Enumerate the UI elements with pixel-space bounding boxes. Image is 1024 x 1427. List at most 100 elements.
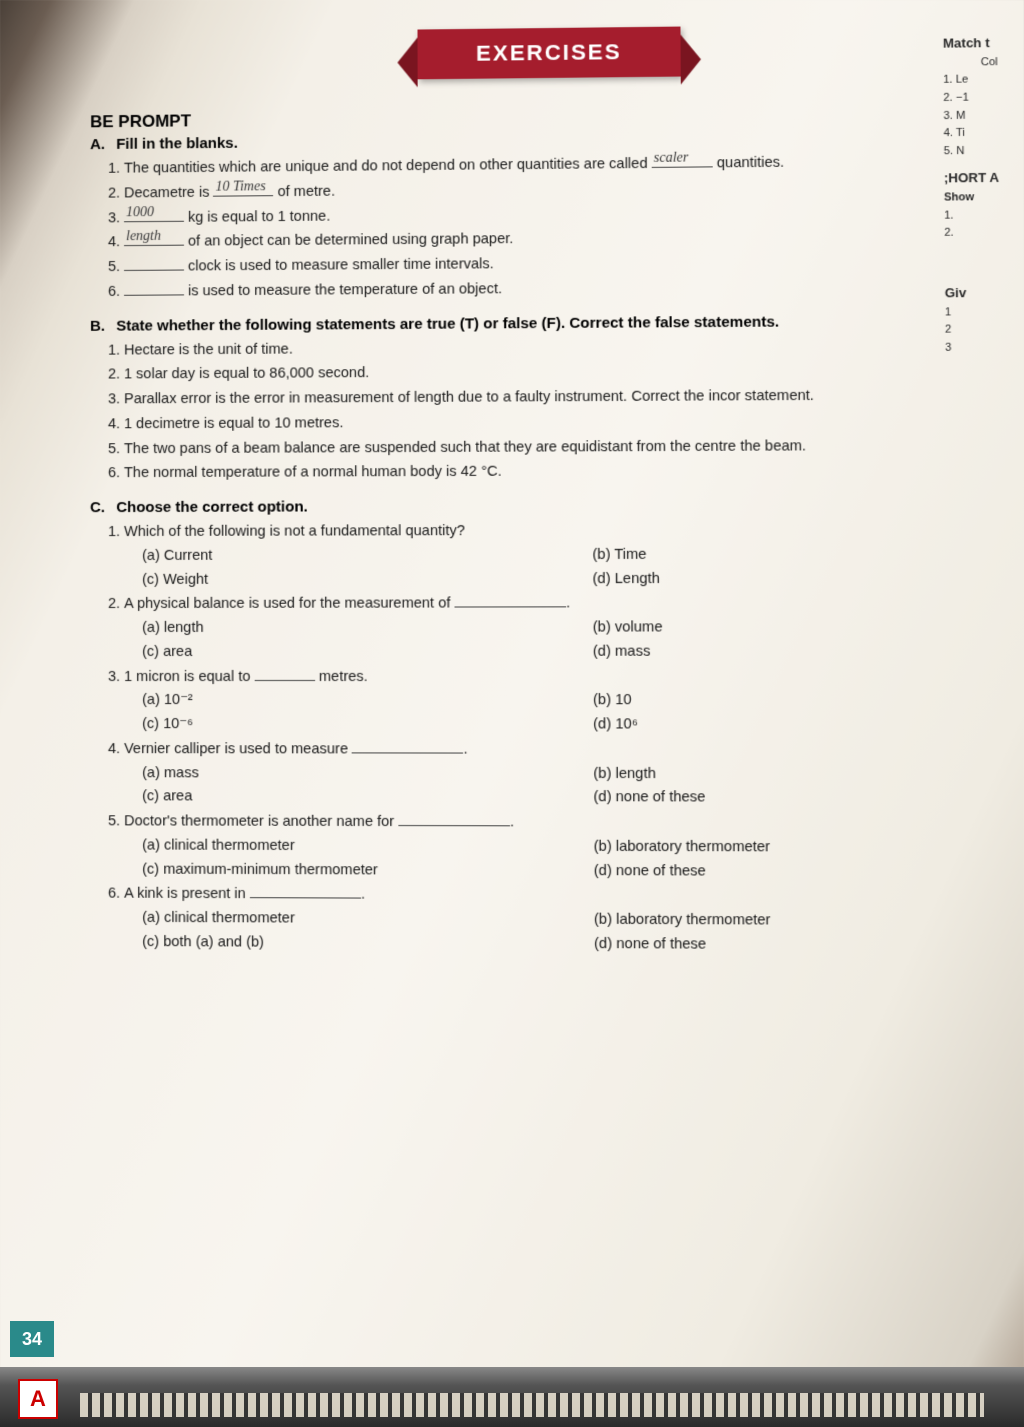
- mcq-item: 6. A kink is present in . (a) clinical t…: [124, 884, 1022, 958]
- option-b: (b) 10: [593, 690, 1020, 712]
- item-text: quantities.: [713, 155, 785, 172]
- question-stem: Which of the following is not a fundamen…: [124, 523, 465, 540]
- mcq-item: 4. Vernier calliper is used to measure .…: [124, 739, 1021, 810]
- item-text: Hectare is the unit of time.: [124, 341, 293, 358]
- item-number: 2.: [98, 594, 120, 616]
- options-grid: (a) length (b) volume (c) area (d) mass: [142, 617, 1020, 664]
- tf-item: 1.Hectare is the unit of time.: [124, 335, 1017, 362]
- option-d: (d) none of these: [594, 860, 1022, 884]
- page-number-badge: 34: [10, 1321, 54, 1357]
- item-text: The two pans of a beam balance are suspe…: [124, 438, 806, 457]
- blank-field: scaler: [652, 153, 713, 168]
- blank-field: [250, 884, 361, 899]
- question-stem: .: [566, 596, 570, 612]
- item-number: 1.: [98, 522, 120, 544]
- question-stem: Doctor's thermometer is another name for: [124, 813, 398, 830]
- option-d: (d) 10⁶: [593, 714, 1020, 736]
- fill-blank-item: 4. length of an object can be determined…: [124, 225, 1016, 254]
- peek-row: 3. M: [943, 107, 1024, 126]
- item-number: 5.: [98, 257, 120, 279]
- peek-row: 1. Le: [943, 71, 1024, 90]
- question-stem: .: [361, 887, 365, 903]
- peek-row: 4. Ti: [944, 124, 1024, 143]
- options-grid: (a) Current (b) Time (c) Weight (d) Leng…: [142, 544, 1019, 592]
- mcq-item: 5. Doctor's thermometer is another name …: [124, 811, 1021, 884]
- blank-field: [398, 812, 510, 826]
- book-edge-pattern: [80, 1393, 984, 1417]
- option-a: (a) mass: [142, 763, 563, 786]
- item-number: 6.: [98, 884, 120, 906]
- peek-col: Col: [943, 53, 1024, 72]
- option-c: (c) area: [142, 641, 562, 663]
- section-b-title: State whether the following statements a…: [116, 313, 779, 334]
- item-number: 3.: [98, 208, 120, 230]
- item-text: 1 decimetre is equal to 10 metres.: [124, 415, 343, 432]
- option-a: (a) clinical thermometer: [142, 835, 563, 858]
- blank-field: 1000: [124, 207, 184, 221]
- mcq-item: 3. 1 micron is equal to metres. (a) 10⁻²…: [124, 666, 1020, 736]
- banner-text: EXERCISES: [476, 39, 622, 67]
- item-text: is used to measure the temperature of an…: [184, 281, 502, 299]
- item-text: of an object can be determined using gra…: [184, 231, 513, 249]
- option-a: (a) length: [142, 617, 562, 639]
- handwritten-answer: scaler: [654, 148, 689, 169]
- item-text: Parallax error is the error in measureme…: [124, 388, 814, 407]
- item-number: 2.: [98, 365, 120, 387]
- tf-item: 2.1 solar day is equal to 86,000 second.: [124, 360, 1017, 387]
- item-number: 4.: [98, 739, 120, 761]
- item-text: kg is equal to 1 tonne.: [184, 208, 330, 225]
- section-c-heading: C. Choose the correct option.: [90, 496, 1019, 516]
- section-letter: B.: [90, 317, 112, 334]
- item-number: 5.: [98, 439, 120, 461]
- page: EXERCISES Match t Col 1. Le 2. −1 3. M 4…: [40, 0, 1024, 1383]
- option-c: (c) Weight: [142, 569, 562, 592]
- options-grid: (a) clinical thermometer (b) laboratory …: [142, 908, 1022, 958]
- option-a: (a) clinical thermometer: [142, 908, 563, 932]
- item-number: 4.: [98, 414, 120, 436]
- handwritten-answer: 10 Times: [215, 176, 265, 197]
- options-grid: (a) clinical thermometer (b) laboratory …: [142, 835, 1021, 884]
- question-stem: A kink is present in: [124, 886, 250, 903]
- item-text: 1 solar day is equal to 86,000 second.: [124, 365, 369, 382]
- option-a: (a) 10⁻²: [142, 690, 562, 712]
- fill-blank-item: 6. is used to measure the temperature of…: [124, 275, 1017, 303]
- item-number: 6.: [98, 463, 120, 485]
- exercises-banner: EXERCISES: [418, 27, 681, 80]
- question-stem: .: [510, 814, 514, 830]
- option-b: (b) laboratory thermometer: [594, 836, 1022, 859]
- option-b: (b) volume: [593, 617, 1020, 639]
- item-number: 5.: [98, 811, 120, 833]
- blank-field: [352, 739, 463, 753]
- item-number: 3.: [98, 666, 120, 688]
- question-stem: 1 micron is equal to: [124, 668, 254, 684]
- option-c: (c) maximum-minimum thermometer: [142, 859, 563, 882]
- blank-field: [254, 666, 314, 680]
- item-text: Decametre is: [124, 184, 213, 201]
- fill-blank-item: 5. clock is used to measure smaller time…: [124, 250, 1017, 278]
- tf-item: 3.Parallax error is the error in measure…: [124, 385, 1018, 411]
- section-letter: C.: [90, 499, 112, 516]
- blank-field: [124, 281, 184, 295]
- peek-row: 1: [945, 304, 1024, 322]
- question-stem: Vernier calliper is used to measure: [124, 741, 352, 757]
- item-number: 6.: [98, 282, 120, 304]
- options-grid: (a) 10⁻² (b) 10 (c) 10⁻⁶ (d) 10⁶: [142, 690, 1020, 736]
- fill-blank-item: 2. Decametre is 10 Times of metre.: [124, 176, 1016, 205]
- option-c: (c) 10⁻⁶: [142, 714, 562, 736]
- question-stem: A physical balance is used for the measu…: [124, 596, 455, 613]
- option-b: (b) laboratory thermometer: [594, 910, 1022, 934]
- fill-blank-item: 3. 1000 kg is equal to 1 tonne.: [124, 200, 1016, 229]
- item-number: 3.: [98, 389, 120, 411]
- peek-row: 2. −1: [943, 89, 1024, 108]
- option-d: (d) Length: [592, 568, 1019, 591]
- question-stem: .: [464, 741, 468, 757]
- blank-field: [124, 257, 184, 271]
- option-a: (a) Current: [142, 545, 562, 568]
- handwritten-answer: length: [126, 226, 161, 247]
- option-d: (d) none of these: [593, 787, 1021, 810]
- section-b-list: 1.Hectare is the unit of time. 2.1 solar…: [90, 335, 1018, 485]
- item-text: The normal temperature of a normal human…: [124, 464, 502, 481]
- tf-item: 4.1 decimetre is equal to 10 metres.: [124, 410, 1018, 436]
- blank-field: 10 Times: [213, 182, 273, 196]
- option-c: (c) both (a) and (b): [142, 932, 563, 956]
